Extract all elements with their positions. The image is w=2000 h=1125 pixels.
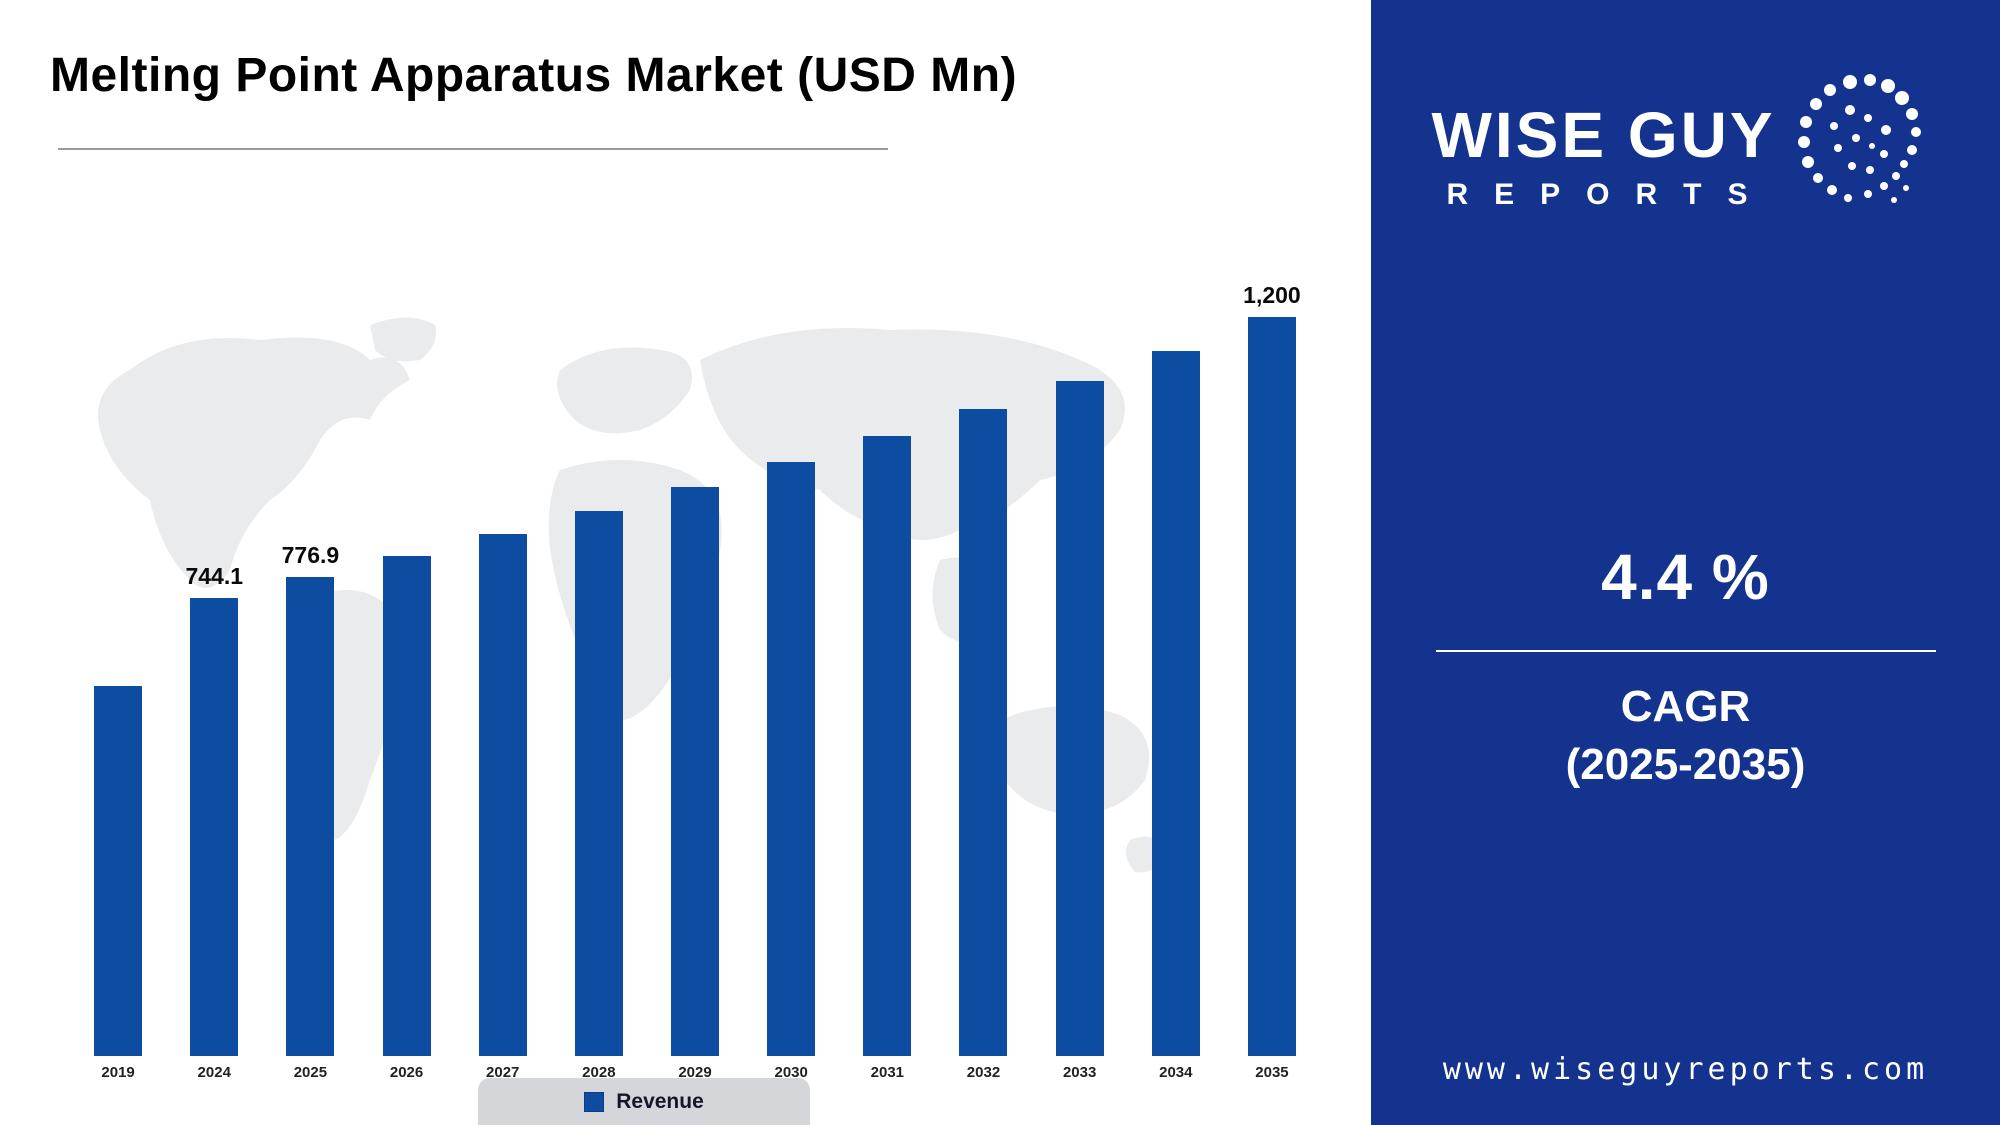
x-axis-label: 2035 xyxy=(1255,1064,1289,1081)
bar-2026 xyxy=(382,556,431,1056)
bar-group-2028: 2028 xyxy=(551,256,647,1086)
cagr-label: CAGR xyxy=(1620,682,1751,731)
x-axis-label: 2034 xyxy=(1159,1064,1193,1081)
bar-group-2034: 2034 xyxy=(1128,256,1224,1086)
logo-head-dots-icon xyxy=(1797,74,1921,203)
x-axis-label: 2025 xyxy=(293,1064,328,1081)
bar-2035 xyxy=(1247,317,1296,1056)
x-axis-label: 2027 xyxy=(486,1064,520,1081)
bar-value-label: 744.1 xyxy=(185,563,244,589)
x-axis-label: 2033 xyxy=(1062,1064,1097,1081)
bar-2030 xyxy=(767,462,816,1056)
bar-2032 xyxy=(959,409,1008,1056)
bar-2025 xyxy=(286,577,335,1056)
legend-swatch-icon xyxy=(584,1091,605,1112)
bar-2027 xyxy=(478,534,527,1056)
legend-label: Revenue xyxy=(616,1089,704,1113)
website-link[interactable]: www.wiseguyreports.com xyxy=(1442,1052,1929,1087)
cagr-divider xyxy=(1435,650,1936,652)
logo-wordmark-line1: WISE GUY xyxy=(1431,99,1776,171)
x-axis-label: 2032 xyxy=(966,1064,1001,1081)
cagr-value: 4.4 % xyxy=(1601,541,1770,613)
chart-section: Melting Point Apparatus Market (USD Mn) … xyxy=(50,49,1320,1125)
bar-group-2033: 2033 xyxy=(1032,256,1128,1086)
bar-2028 xyxy=(574,511,623,1056)
logo-text: WISE GUY REPORTS xyxy=(1431,98,1775,212)
bar-2031 xyxy=(863,436,912,1056)
bar-group-2035: 1,200 2035 xyxy=(1224,256,1320,1086)
bar-2029 xyxy=(671,487,720,1056)
x-axis-label: 2030 xyxy=(774,1064,808,1081)
logo: WISE GUY REPORTS xyxy=(1371,70,2000,230)
legend: Revenue xyxy=(478,1078,810,1125)
bar-chart: 2019 744.1 2024 776.9 2025 2026 2027 2028 2029 20… xyxy=(70,256,1320,1086)
bar-group-2019: 2019 xyxy=(70,256,166,1086)
bar-value-label: 1,200 xyxy=(1243,282,1301,308)
bar-2034 xyxy=(1151,351,1200,1056)
cagr-block: 4.4 % CAGR (2025-2035) xyxy=(1371,540,2000,790)
cagr-period-label: (2025-2035) xyxy=(1565,740,1806,789)
bar-group-2027: 2027 xyxy=(455,256,551,1086)
bar-group-2031: 2031 xyxy=(839,256,935,1086)
bar-group-2030: 2030 xyxy=(743,256,839,1086)
bar-group-2029: 2029 xyxy=(647,256,743,1086)
world-map-background-image xyxy=(98,317,1165,873)
x-axis-label: 2026 xyxy=(389,1064,424,1081)
title-divider xyxy=(58,148,888,150)
x-axis-label: 2028 xyxy=(582,1064,616,1081)
x-axis-label: 2029 xyxy=(678,1064,712,1081)
bar-group-2026: 2026 xyxy=(358,256,454,1086)
x-axis-label: 2031 xyxy=(870,1064,905,1081)
bar-group-2032: 2032 xyxy=(935,256,1031,1086)
bar-value-label: 776.9 xyxy=(281,542,340,568)
logo-wordmark-line2: REPORTS xyxy=(1446,178,1774,211)
bar-group-2025: 776.9 2025 xyxy=(262,256,358,1086)
x-axis-label: 2024 xyxy=(197,1064,231,1081)
bar-group-2024: 744.1 2024 xyxy=(166,256,262,1086)
chart-title: Melting Point Apparatus Market (USD Mn) xyxy=(50,49,1018,102)
bar-2019 xyxy=(94,686,143,1056)
x-axis-label: 2019 xyxy=(101,1064,135,1081)
bar-2033 xyxy=(1055,381,1104,1056)
bar-2024 xyxy=(190,598,239,1056)
brand-panel: WISE GUY REPORTS xyxy=(1371,0,2000,1125)
